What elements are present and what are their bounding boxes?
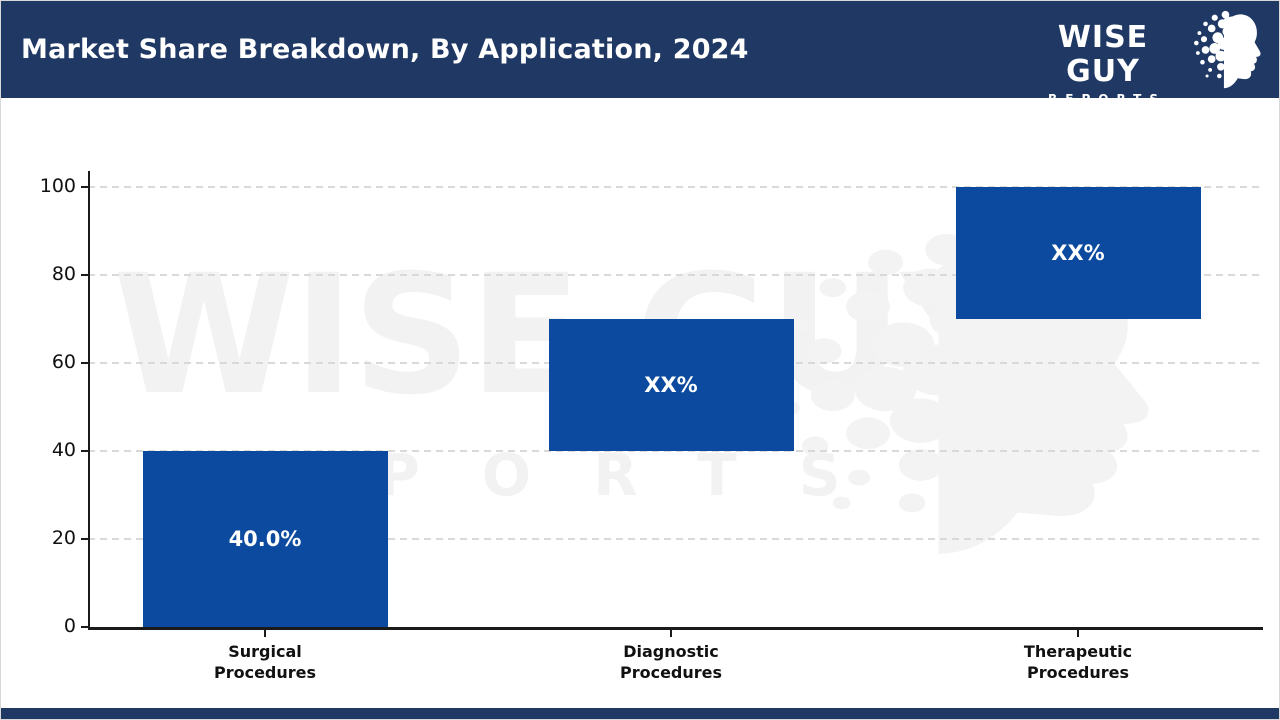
header-bar: Market Share Breakdown, By Application, … <box>1 1 1279 106</box>
category-label: Diagnostic Procedures <box>619 642 723 682</box>
category-label: Surgical Procedures <box>213 642 317 682</box>
y-axis-line <box>88 171 90 630</box>
bar-value-label: XX% <box>644 373 698 397</box>
y-tick-100 <box>81 186 88 188</box>
footer-bar <box>1 708 1279 719</box>
page-title: Market Share Breakdown, By Application, … <box>21 34 749 65</box>
category-label: Therapeutic Procedures <box>1023 642 1133 682</box>
y-tick-label-60: 60 <box>51 351 76 373</box>
y-tick-0 <box>81 626 88 628</box>
y-tick-label-80: 80 <box>51 263 76 285</box>
y-tick-label-100: 100 <box>39 175 76 197</box>
y-tick-label-20: 20 <box>51 527 76 549</box>
y-tick-20 <box>81 538 88 540</box>
y-tick-60 <box>81 362 88 364</box>
brand-logo: WISE GUY REPORTS <box>1017 5 1267 106</box>
bar-segment: XX% <box>955 187 1201 319</box>
x-tick <box>670 630 672 637</box>
bar-segment: 40.0% <box>142 451 388 627</box>
chart-area: WISE GUY REPORTS 0 20 40 60 80 100 40.0% Surgic… <box>1 98 1279 710</box>
y-tick-label-40: 40 <box>51 439 76 461</box>
gridline-20 <box>88 538 1259 540</box>
gridline-80 <box>88 274 1259 276</box>
y-tick-40 <box>81 450 88 452</box>
bar-segment: XX% <box>548 319 794 451</box>
bar-value-label: 40.0% <box>228 527 302 551</box>
gridline-40 <box>88 450 1259 452</box>
brand-logo-text: WISE GUY REPORTS <box>1017 21 1189 107</box>
x-tick <box>1077 630 1079 637</box>
y-tick-label-0: 0 <box>63 615 76 637</box>
gridline-100 <box>88 186 1259 188</box>
bar-value-label: XX% <box>1051 241 1105 265</box>
x-axis-line <box>88 627 1263 630</box>
brand-head-dots-icon <box>1194 10 1261 89</box>
x-tick <box>264 630 266 637</box>
brand-name: WISE GUY <box>1057 20 1149 89</box>
y-tick-80 <box>81 274 88 276</box>
